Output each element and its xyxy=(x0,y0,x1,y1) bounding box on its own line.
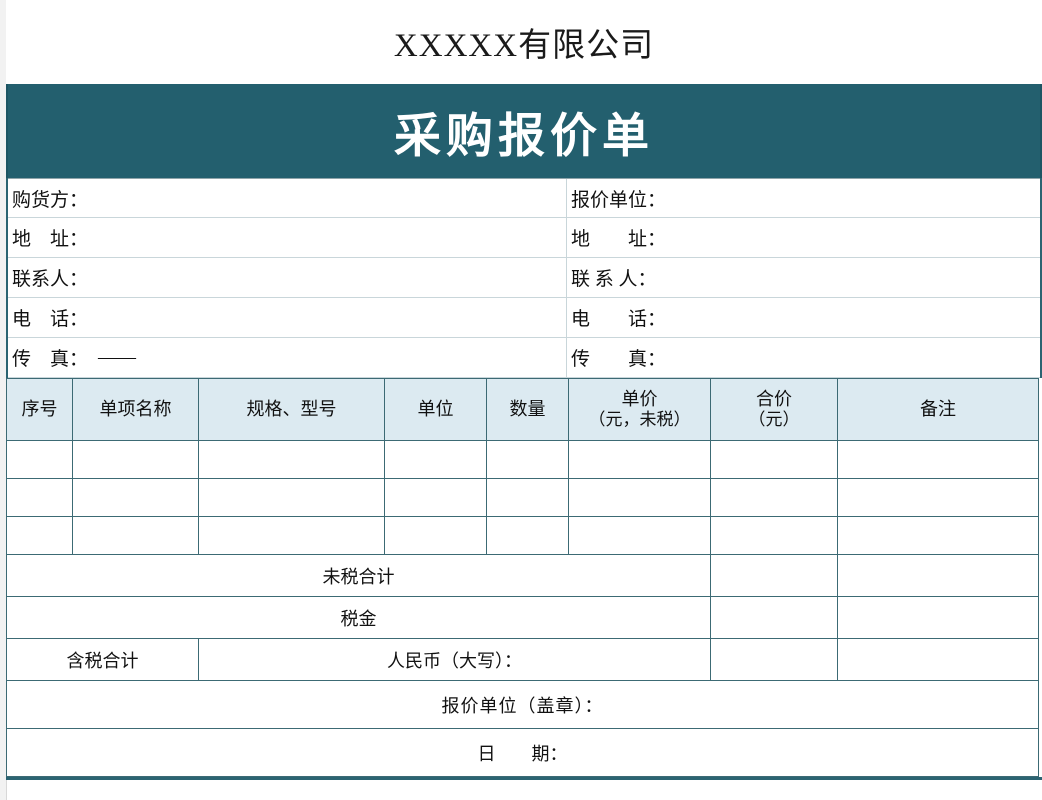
vendor-fax-field[interactable]: 传 真： xyxy=(567,338,1040,377)
cell-seq[interactable] xyxy=(6,516,73,555)
tax-remark[interactable] xyxy=(837,596,1039,639)
quotation-items-table: 序号 单项名称 规格、型号 单位 数量 单价 xyxy=(6,378,1039,777)
cell-quantity[interactable] xyxy=(486,478,569,517)
cell-spec-model[interactable] xyxy=(198,478,385,517)
column-header-spec-model: 规格、型号 xyxy=(198,378,385,441)
cell-remark[interactable] xyxy=(837,478,1039,517)
column-header-quantity-text: 数量 xyxy=(509,399,546,420)
column-header-quantity: 数量 xyxy=(486,378,569,441)
info-row: 购货方： 报价单位： xyxy=(8,178,1040,218)
party-info-block: 购货方： 报价单位： 地 址： 地 址： xyxy=(6,178,1042,378)
cell-unit[interactable] xyxy=(384,440,487,479)
buyer-fax-label: 传 真： xyxy=(12,349,89,370)
items-table-header-row: 序号 单项名称 规格、型号 单位 数量 单价 xyxy=(6,378,1039,441)
buyer-contact-label: 联系人： xyxy=(12,269,89,290)
quotation-sheet: XXXXX有限公司 采购报价单 购货方： 报价单位： 地 址： xyxy=(6,0,1042,800)
vendor-phone-label: 电 话： xyxy=(571,309,667,330)
info-row: 地 址： 地 址： xyxy=(8,218,1040,258)
cell-unit[interactable] xyxy=(384,478,487,517)
cell-spec-model[interactable] xyxy=(198,516,385,555)
buyer-name-label: 购货方： xyxy=(12,189,89,211)
tax-label: 税金 xyxy=(6,596,711,639)
column-header-unit-text: 单位 xyxy=(417,399,454,420)
cell-unit-price[interactable] xyxy=(568,478,711,517)
column-header-amount-text: 合价 xyxy=(756,389,792,410)
column-header-amount: 合价 （元） xyxy=(710,378,838,441)
total-row: 含税合计 人民币（大写）： xyxy=(6,638,1039,681)
column-header-unit: 单位 xyxy=(384,378,487,441)
subtotal-remark[interactable] xyxy=(837,554,1039,597)
company-name: XXXXX有限公司 xyxy=(393,28,655,64)
table-row xyxy=(6,478,1039,517)
column-header-unit-price-subtext: （元，未税） xyxy=(588,410,691,430)
cell-amount[interactable] xyxy=(710,440,838,479)
column-header-unit-price-text: 单价 xyxy=(621,389,658,410)
info-row: 联系人： 联 系 人： xyxy=(8,258,1040,298)
table-row xyxy=(6,516,1039,555)
vendor-seal-label[interactable]: 报价单位（盖章）： xyxy=(6,680,1039,729)
cell-amount[interactable] xyxy=(710,516,838,555)
column-header-seq-text: 序号 xyxy=(21,399,58,420)
column-header-item-name-text: 单项名称 xyxy=(99,399,172,420)
cell-seq[interactable] xyxy=(6,478,73,517)
cell-unit-price[interactable] xyxy=(568,440,711,479)
vendor-phone-field[interactable]: 电 话： xyxy=(567,298,1040,337)
date-row: 日 期： xyxy=(6,728,1039,777)
column-header-remark: 备注 xyxy=(837,378,1039,441)
cell-unit-price[interactable] xyxy=(568,516,711,555)
cell-quantity[interactable] xyxy=(486,516,569,555)
subtotal-amount[interactable] xyxy=(710,554,838,597)
subtotal-row: 未税合计 xyxy=(6,554,1039,597)
vendor-fax-label: 传 真： xyxy=(571,349,667,370)
buyer-contact-field[interactable]: 联系人： xyxy=(8,258,567,297)
buyer-phone-label: 电 话： xyxy=(12,309,89,330)
sheet-bottom-rule xyxy=(6,777,1042,780)
document-title-banner: 采购报价单 xyxy=(6,84,1042,178)
vendor-contact-field[interactable]: 联 系 人： xyxy=(567,258,1040,297)
column-header-spec-model-text: 规格、型号 xyxy=(246,399,337,420)
cell-quantity[interactable] xyxy=(486,440,569,479)
column-header-item-name: 单项名称 xyxy=(72,378,199,441)
subtotal-label: 未税合计 xyxy=(6,554,711,597)
cell-spec-model[interactable] xyxy=(198,440,385,479)
vendor-address-field[interactable]: 地 址： xyxy=(567,218,1040,257)
document-title: 采购报价单 xyxy=(394,110,654,163)
vendor-contact-label: 联 系 人： xyxy=(571,269,657,290)
info-row: 电 话： 电 话： xyxy=(8,298,1040,338)
vendor-address-label: 地 址： xyxy=(571,229,667,250)
cell-amount[interactable] xyxy=(710,478,838,517)
tax-row: 税金 xyxy=(6,596,1039,639)
total-in-words-field[interactable]: 人民币（大写）： xyxy=(198,638,711,681)
cell-remark[interactable] xyxy=(837,440,1039,479)
column-header-seq: 序号 xyxy=(6,378,73,441)
table-row xyxy=(6,440,1039,479)
column-header-remark-text: 备注 xyxy=(920,399,956,420)
buyer-phone-field[interactable]: 电 话： xyxy=(8,298,567,337)
column-header-unit-price: 单价 （元，未税） xyxy=(568,378,711,441)
buyer-address-label: 地 址： xyxy=(12,229,89,250)
info-row: 传 真： —— 传 真： xyxy=(8,338,1040,378)
cell-item-name[interactable] xyxy=(72,516,199,555)
company-name-band: XXXXX有限公司 xyxy=(6,0,1042,84)
date-label[interactable]: 日 期： xyxy=(6,728,1039,777)
cell-unit[interactable] xyxy=(384,516,487,555)
total-remark[interactable] xyxy=(837,638,1039,681)
cell-seq[interactable] xyxy=(6,440,73,479)
cell-item-name[interactable] xyxy=(72,478,199,517)
buyer-fax-value: —— xyxy=(98,346,137,368)
buyer-name-field[interactable]: 购货方： xyxy=(8,179,567,217)
cell-remark[interactable] xyxy=(837,516,1039,555)
buyer-address-field[interactable]: 地 址： xyxy=(8,218,567,257)
total-label: 含税合计 xyxy=(6,638,199,681)
cell-item-name[interactable] xyxy=(72,440,199,479)
tax-amount[interactable] xyxy=(710,596,838,639)
vendor-seal-row: 报价单位（盖章）： xyxy=(6,680,1039,729)
vendor-name-label: 报价单位： xyxy=(571,189,667,211)
column-header-amount-subtext: （元） xyxy=(748,410,800,430)
buyer-fax-field[interactable]: 传 真： —— xyxy=(8,338,567,377)
total-amount[interactable] xyxy=(710,638,838,681)
vendor-name-field[interactable]: 报价单位： xyxy=(567,179,1040,217)
